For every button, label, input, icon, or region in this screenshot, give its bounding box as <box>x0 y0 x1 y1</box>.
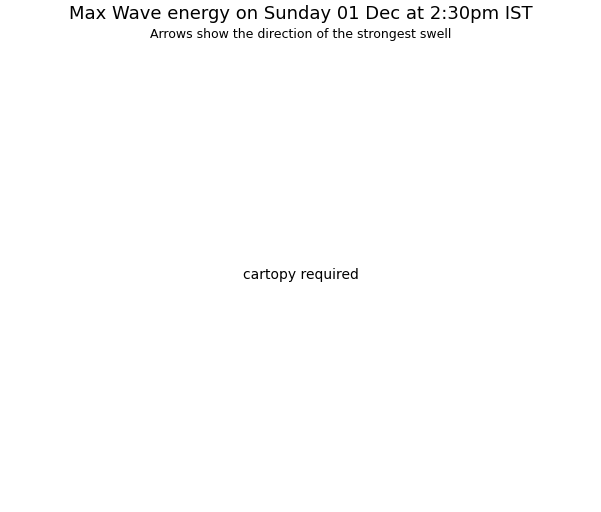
Text: Max Wave energy on Sunday 01 Dec at 2:30pm IST: Max Wave energy on Sunday 01 Dec at 2:30… <box>69 5 532 23</box>
Text: cartopy required: cartopy required <box>243 268 358 282</box>
Text: Arrows show the direction of the strongest swell: Arrows show the direction of the stronge… <box>150 28 451 41</box>
